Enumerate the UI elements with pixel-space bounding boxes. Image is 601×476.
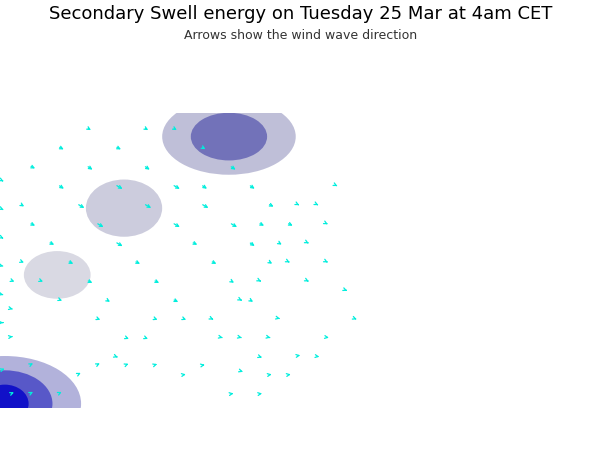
Ellipse shape xyxy=(86,179,162,237)
Ellipse shape xyxy=(0,356,81,451)
Ellipse shape xyxy=(0,370,52,437)
Ellipse shape xyxy=(24,251,91,299)
Ellipse shape xyxy=(191,113,267,160)
Text: Secondary Swell energy on Tuesday 25 Mar at 4am CET: Secondary Swell energy on Tuesday 25 Mar… xyxy=(49,5,552,22)
Ellipse shape xyxy=(0,385,29,423)
Text: Arrows show the wind wave direction: Arrows show the wind wave direction xyxy=(184,29,417,42)
Ellipse shape xyxy=(162,99,296,175)
